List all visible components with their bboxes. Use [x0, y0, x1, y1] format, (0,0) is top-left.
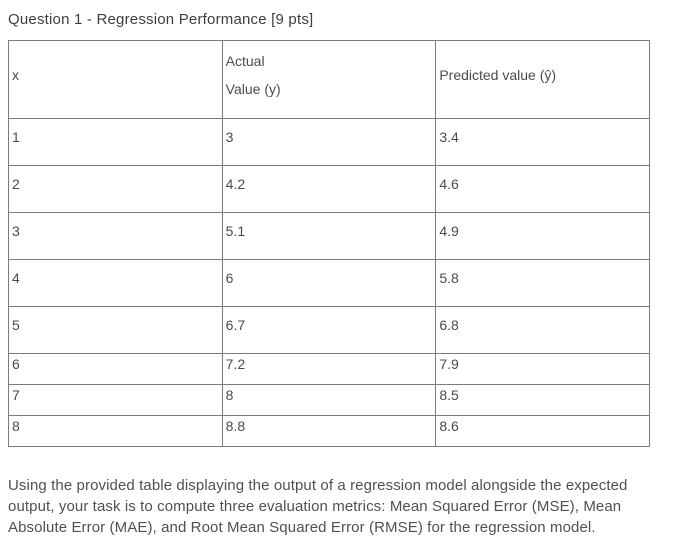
cell-predicted-value: 4.6 — [435, 165, 650, 213]
table-row: 4 6 5.8 — [8, 259, 650, 307]
cell-actual-value: 3 — [221, 118, 437, 166]
question-title: Question 1 - Regression Performance [9 p… — [8, 11, 314, 28]
table-row: 8 8.8 8.6 — [8, 415, 650, 447]
cell-predicted-value: 3.4 — [435, 118, 650, 166]
cell-x: 7 — [8, 384, 223, 416]
cell-x: 6 — [8, 353, 223, 385]
cell-predicted-value: 6.8 — [435, 306, 650, 354]
table-row: 6 7.2 7.9 — [8, 353, 650, 385]
table-row: 2 4.2 4.6 — [8, 165, 650, 213]
header-predicted-label: Predicted value (ŷ) — [439, 66, 557, 83]
cell-actual-value: 4.2 — [221, 165, 437, 213]
table-row: 3 5.1 4.9 — [8, 212, 650, 260]
table-header: x Actual Value (y) Predicted value (ŷ) — [8, 40, 650, 119]
regression-table: x Actual Value (y) Predicted value (ŷ) 1… — [8, 40, 650, 447]
cell-actual-value: 5.1 — [221, 212, 437, 260]
table-row: 1 3 3.4 — [8, 118, 650, 166]
header-actual-line1: Actual — [225, 52, 265, 69]
header-predicted-value: Predicted value (ŷ) — [435, 40, 650, 119]
cell-predicted-value: 4.9 — [435, 212, 650, 260]
header-actual-value: Actual Value (y) — [221, 40, 437, 119]
cell-x: 1 — [8, 118, 223, 166]
cell-actual-value: 8.8 — [221, 415, 437, 447]
cell-predicted-value: 7.9 — [435, 353, 650, 385]
cell-actual-value: 8 — [221, 384, 437, 416]
table-header-row: x Actual Value (y) Predicted value (ŷ) — [8, 40, 650, 119]
cell-predicted-value: 8.5 — [435, 384, 650, 416]
table-body: 1 3 3.4 2 4.2 4.6 3 5.1 4.9 4 6 5.8 5 6.… — [8, 118, 650, 447]
cell-x: 3 — [8, 212, 223, 260]
cell-x: 8 — [8, 415, 223, 447]
cell-actual-value: 6.7 — [221, 306, 437, 354]
cell-predicted-value: 5.8 — [435, 259, 650, 307]
cell-predicted-value: 8.6 — [435, 415, 650, 447]
header-x-label: x — [12, 66, 19, 83]
header-actual-line2: Value (y) — [225, 80, 281, 97]
cell-x: 5 — [8, 306, 223, 354]
cell-x: 4 — [8, 259, 223, 307]
cell-actual-value: 7.2 — [221, 353, 437, 385]
cell-x: 2 — [8, 165, 223, 213]
table-row: 5 6.7 6.8 — [8, 306, 650, 354]
header-x: x — [8, 40, 223, 119]
table-row: 7 8 8.5 — [8, 384, 650, 416]
cell-actual-value: 6 — [221, 259, 437, 307]
instructions-text: Using the provided table displaying the … — [8, 477, 628, 536]
